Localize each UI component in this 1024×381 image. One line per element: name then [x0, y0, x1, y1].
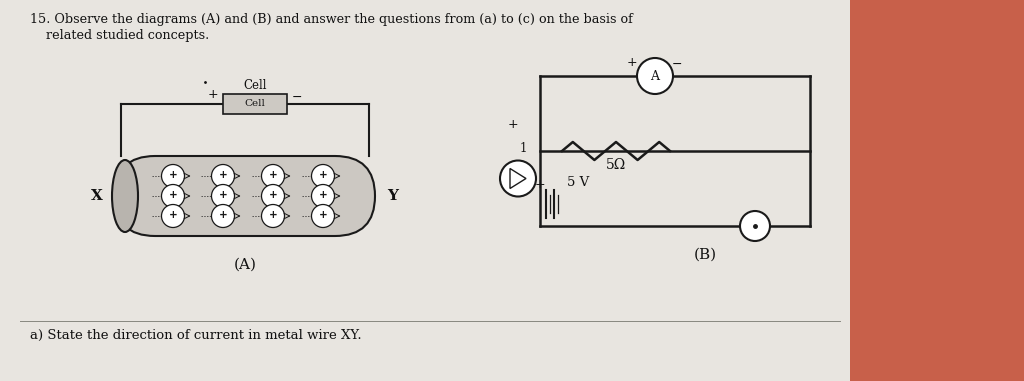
- Text: +: +: [318, 190, 328, 200]
- Text: +: +: [219, 190, 227, 200]
- Circle shape: [212, 165, 234, 187]
- Text: +: +: [268, 171, 278, 181]
- Text: +: +: [169, 171, 177, 181]
- Text: (B): (B): [693, 248, 717, 262]
- Polygon shape: [510, 168, 526, 189]
- FancyBboxPatch shape: [0, 0, 850, 381]
- Circle shape: [162, 165, 184, 187]
- FancyBboxPatch shape: [223, 94, 287, 114]
- Text: +: +: [318, 171, 328, 181]
- Text: −: −: [292, 91, 302, 104]
- Circle shape: [162, 205, 184, 227]
- Text: Cell: Cell: [245, 99, 265, 109]
- Text: +: +: [535, 178, 546, 190]
- Ellipse shape: [112, 160, 138, 232]
- Circle shape: [740, 211, 770, 241]
- Text: +: +: [627, 56, 637, 69]
- Text: +: +: [318, 210, 328, 221]
- Text: +: +: [208, 88, 218, 101]
- Circle shape: [311, 205, 335, 227]
- Circle shape: [261, 165, 285, 187]
- Text: A: A: [650, 69, 659, 83]
- Text: +: +: [508, 117, 518, 131]
- Text: +: +: [169, 190, 177, 200]
- Circle shape: [261, 205, 285, 227]
- Text: 15. Observe the diagrams (A) and (B) and answer the questions from (a) to (c) on: 15. Observe the diagrams (A) and (B) and…: [30, 13, 633, 26]
- FancyBboxPatch shape: [115, 156, 375, 236]
- Text: 5Ω: 5Ω: [606, 158, 626, 172]
- Text: −: −: [672, 58, 682, 70]
- Circle shape: [637, 58, 673, 94]
- Text: Cell: Cell: [244, 79, 266, 92]
- Text: (A): (A): [233, 258, 256, 272]
- Circle shape: [311, 165, 335, 187]
- Text: +: +: [169, 210, 177, 221]
- Circle shape: [261, 184, 285, 208]
- Text: X: X: [91, 189, 103, 203]
- Circle shape: [500, 160, 536, 197]
- Circle shape: [212, 184, 234, 208]
- Text: +: +: [268, 190, 278, 200]
- Text: +: +: [219, 171, 227, 181]
- Circle shape: [162, 184, 184, 208]
- Circle shape: [212, 205, 234, 227]
- Text: a) State the direction of current in metal wire XY.: a) State the direction of current in met…: [30, 329, 361, 342]
- Text: +: +: [219, 210, 227, 221]
- Text: 5 V: 5 V: [567, 176, 589, 189]
- Text: related studied concepts.: related studied concepts.: [30, 29, 209, 42]
- Text: 1: 1: [519, 142, 526, 155]
- Text: Y: Y: [387, 189, 398, 203]
- Text: +: +: [268, 210, 278, 221]
- Circle shape: [311, 184, 335, 208]
